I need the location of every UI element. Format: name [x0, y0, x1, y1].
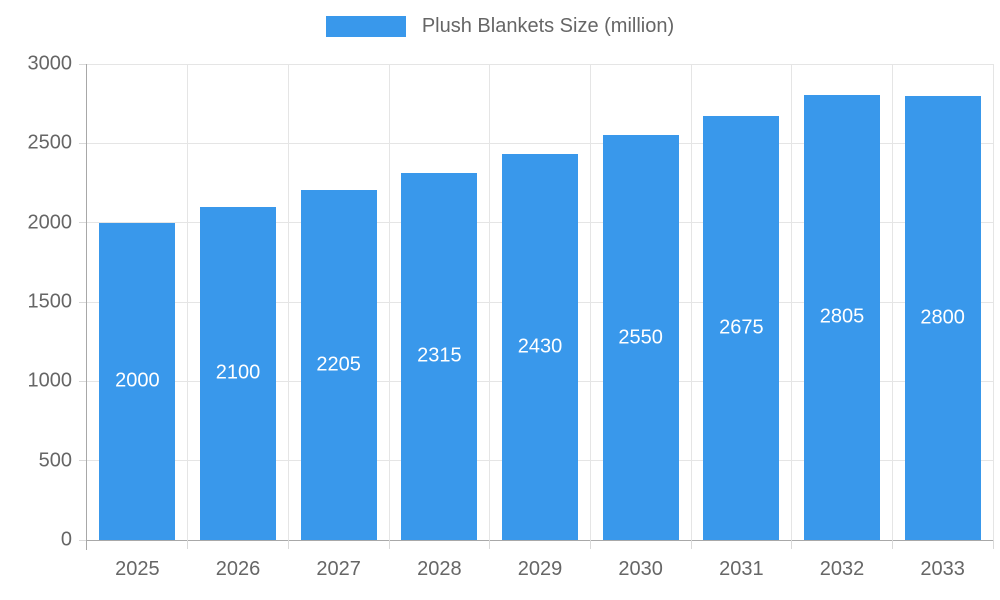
x-axis-line [87, 540, 993, 541]
x-tick-mark [187, 540, 189, 549]
y-axis-tick-label: 2500 [27, 131, 73, 154]
y-axis-line [86, 64, 87, 550]
x-tick-mark [489, 540, 491, 549]
gridline-vertical [187, 64, 189, 540]
y-axis-tick-label: 500 [38, 449, 72, 472]
x-tick-mark [388, 540, 390, 549]
bar-value-label: 2315 [417, 344, 462, 367]
x-axis-tick-label: 2031 [719, 558, 764, 580]
x-tick-mark [791, 540, 793, 549]
bar-value-label: 2800 [920, 306, 965, 329]
y-axis-tick-label: 2000 [27, 211, 73, 234]
x-tick-mark [589, 540, 591, 549]
y-axis-tick-label: 0 [60, 528, 72, 551]
bar-value-label: 2100 [215, 361, 261, 384]
x-tick-mark [891, 540, 893, 549]
bar-value-label: 2205 [316, 353, 361, 376]
bar-2027[interactable] [300, 190, 377, 540]
bar-value-label: 2805 [819, 305, 865, 328]
bar-value-label: 2675 [719, 316, 764, 339]
gridline-vertical [388, 64, 390, 540]
bar-2030[interactable] [602, 135, 679, 540]
y-tick-mark [79, 539, 86, 541]
bar-value-label: 2430 [517, 335, 563, 358]
x-axis-tick-label: 2030 [618, 558, 663, 580]
x-axis-tick-label: 2033 [920, 558, 965, 580]
x-axis-tick-label: 2026 [215, 558, 261, 580]
legend-swatch [325, 16, 406, 37]
gridline-vertical [992, 64, 994, 540]
gridline-vertical [891, 64, 893, 540]
y-tick-mark [79, 460, 86, 462]
gridline-horizontal [87, 63, 993, 65]
gridline-vertical [791, 64, 793, 540]
y-tick-mark [79, 222, 86, 224]
x-axis-tick-label: 2025 [115, 558, 160, 580]
bar-2025[interactable] [99, 222, 176, 540]
gridline-horizontal [87, 142, 993, 144]
x-tick-mark [992, 540, 994, 549]
bar-2026[interactable] [200, 206, 276, 540]
gridline-vertical [489, 64, 491, 540]
y-tick-mark [79, 380, 86, 382]
plot-area: 2000 2100 2205 2315 2430 2550 2675 2805 2800 [86, 63, 994, 550]
bar-value-label: 2550 [618, 326, 663, 349]
y-tick-mark [79, 63, 86, 65]
legend-label: Plush Blankets Size (million) [421, 15, 675, 37]
gridline-vertical [690, 64, 692, 540]
x-axis-tick-label: 2028 [417, 558, 462, 580]
y-axis-tick-label: 1500 [27, 290, 73, 313]
gridline-vertical [589, 64, 591, 540]
x-tick-mark [690, 540, 692, 549]
y-axis-tick-label: 3000 [27, 52, 73, 75]
legend-item[interactable]: Plush Blankets Size (million) [0, 16, 1000, 37]
y-tick-mark [79, 142, 86, 144]
bar-2032[interactable] [804, 94, 880, 540]
bar-2029[interactable] [502, 154, 578, 540]
y-tick-mark [79, 301, 86, 303]
x-axis-tick-label: 2027 [316, 558, 361, 580]
x-axis-tick-label: 2032 [819, 558, 865, 580]
bar-value-label: 2000 [115, 369, 160, 392]
bar-2028[interactable] [401, 172, 478, 540]
bar-2031[interactable] [703, 115, 780, 540]
y-axis-tick-label: 1000 [27, 369, 73, 392]
gridline-vertical [287, 64, 289, 540]
bar-2033[interactable] [904, 95, 981, 540]
x-axis-tick-label: 2029 [517, 558, 563, 580]
x-tick-mark [287, 540, 289, 549]
